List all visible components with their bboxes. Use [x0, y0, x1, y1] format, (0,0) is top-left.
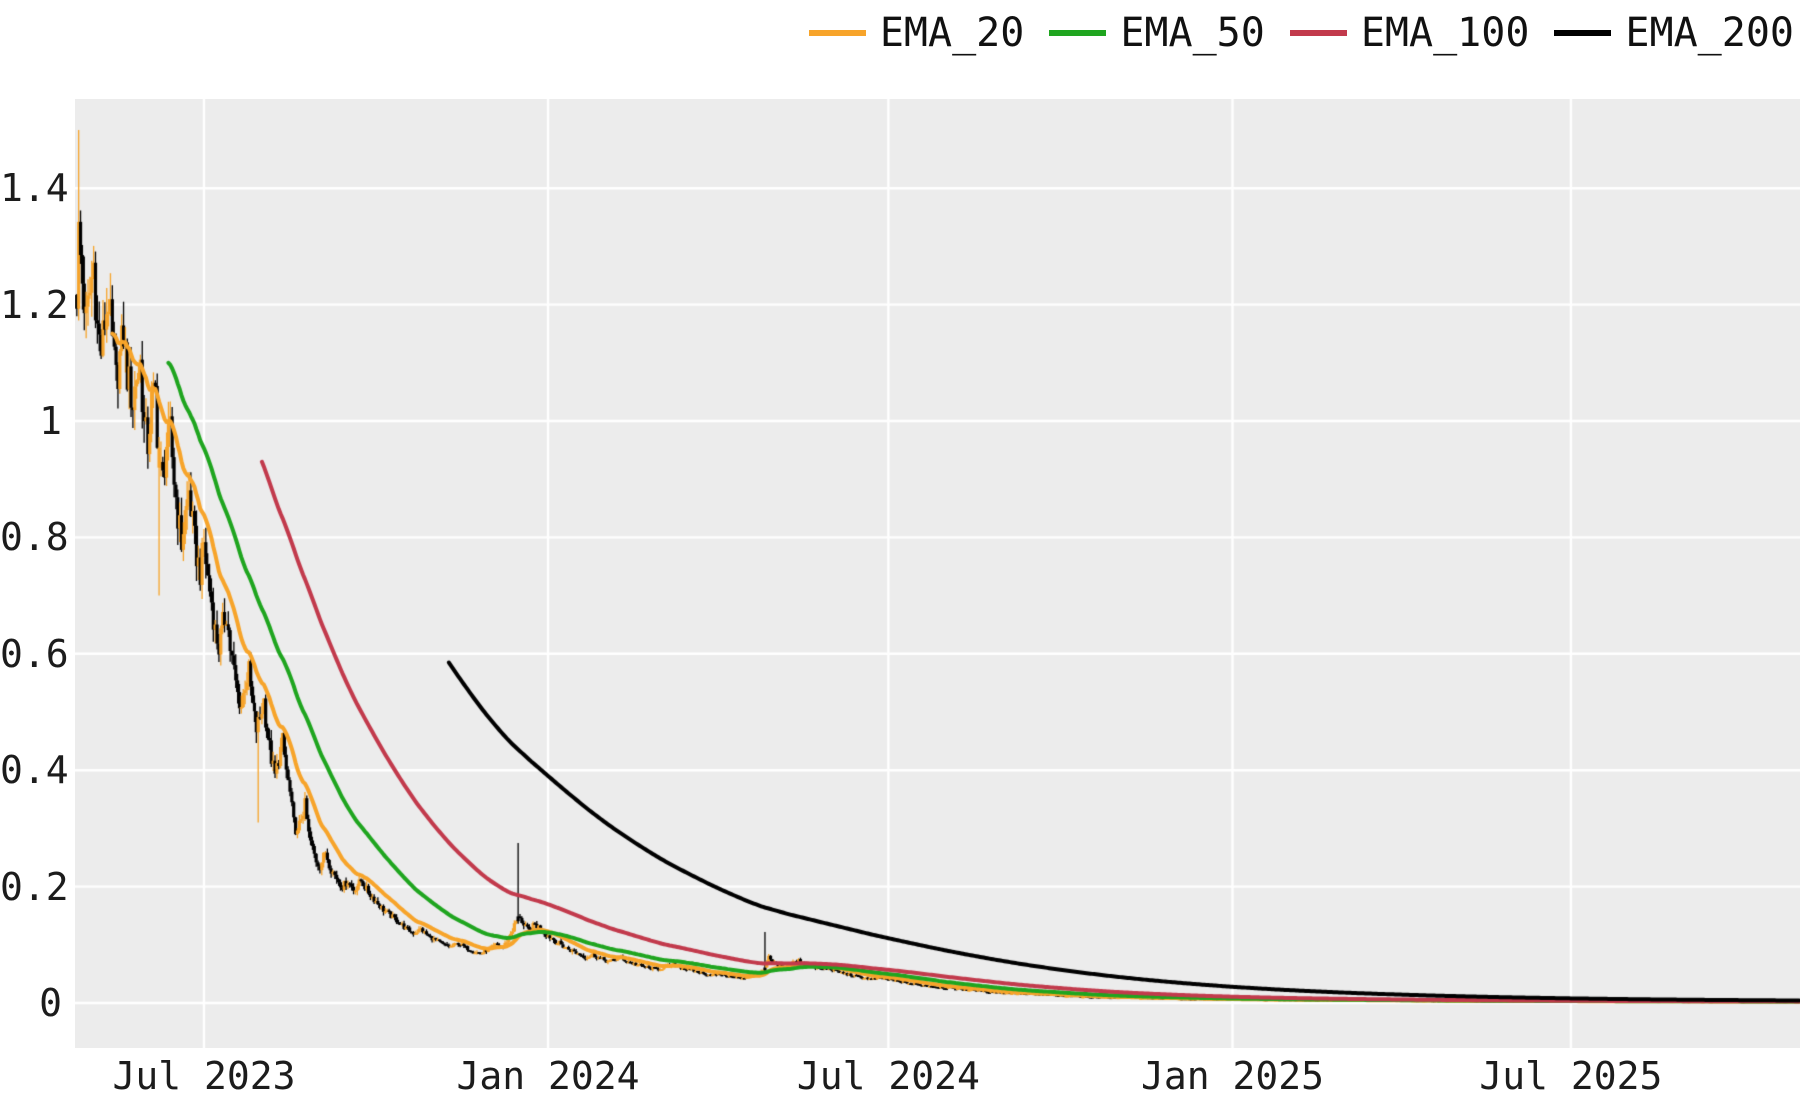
y-tick-label: 0 [39, 981, 62, 1025]
legend-label: EMA_50 [1120, 10, 1265, 56]
y-tick-label: 1.4 [0, 166, 69, 211]
plot-canvas [75, 99, 1800, 1048]
y-tick-label: 0.6 [0, 631, 69, 676]
y-tick-label: 1 [39, 399, 62, 443]
legend-item-ema_100[interactable]: EMA_100 [1289, 10, 1530, 56]
legend-line-swatch [1289, 30, 1347, 36]
legend-item-ema_200[interactable]: EMA_200 [1554, 11, 1794, 55]
x-tick-label: Jan 2024 [456, 1054, 640, 1098]
legend-line-swatch [808, 30, 866, 36]
plot-area [75, 99, 1800, 1048]
y-tick-label: 0.4 [0, 748, 69, 793]
legend-item-ema_50[interactable]: EMA_50 [1049, 11, 1265, 55]
legend-label: EMA_20 [879, 10, 1025, 56]
legend-label: EMA_100 [1360, 10, 1530, 56]
x-tick-label: Jul 2025 [1479, 1054, 1663, 1098]
legend-line-swatch [1554, 30, 1612, 36]
legend: EMA_20 EMA_50 EMA_100 EMA_200 [808, 10, 1794, 56]
y-tick-label: 0.2 [0, 864, 69, 909]
legend-line-swatch [1049, 30, 1107, 36]
x-tick-label: Jan 2025 [1140, 1054, 1324, 1098]
x-tick-label: Jul 2023 [112, 1054, 296, 1098]
legend-label: EMA_200 [1625, 10, 1794, 56]
legend-item-ema_20[interactable]: EMA_20 [808, 10, 1025, 56]
y-tick-label: 1.2 [0, 282, 69, 327]
y-tick-label: 0.8 [0, 515, 69, 560]
x-tick-label: Jul 2024 [796, 1054, 980, 1098]
